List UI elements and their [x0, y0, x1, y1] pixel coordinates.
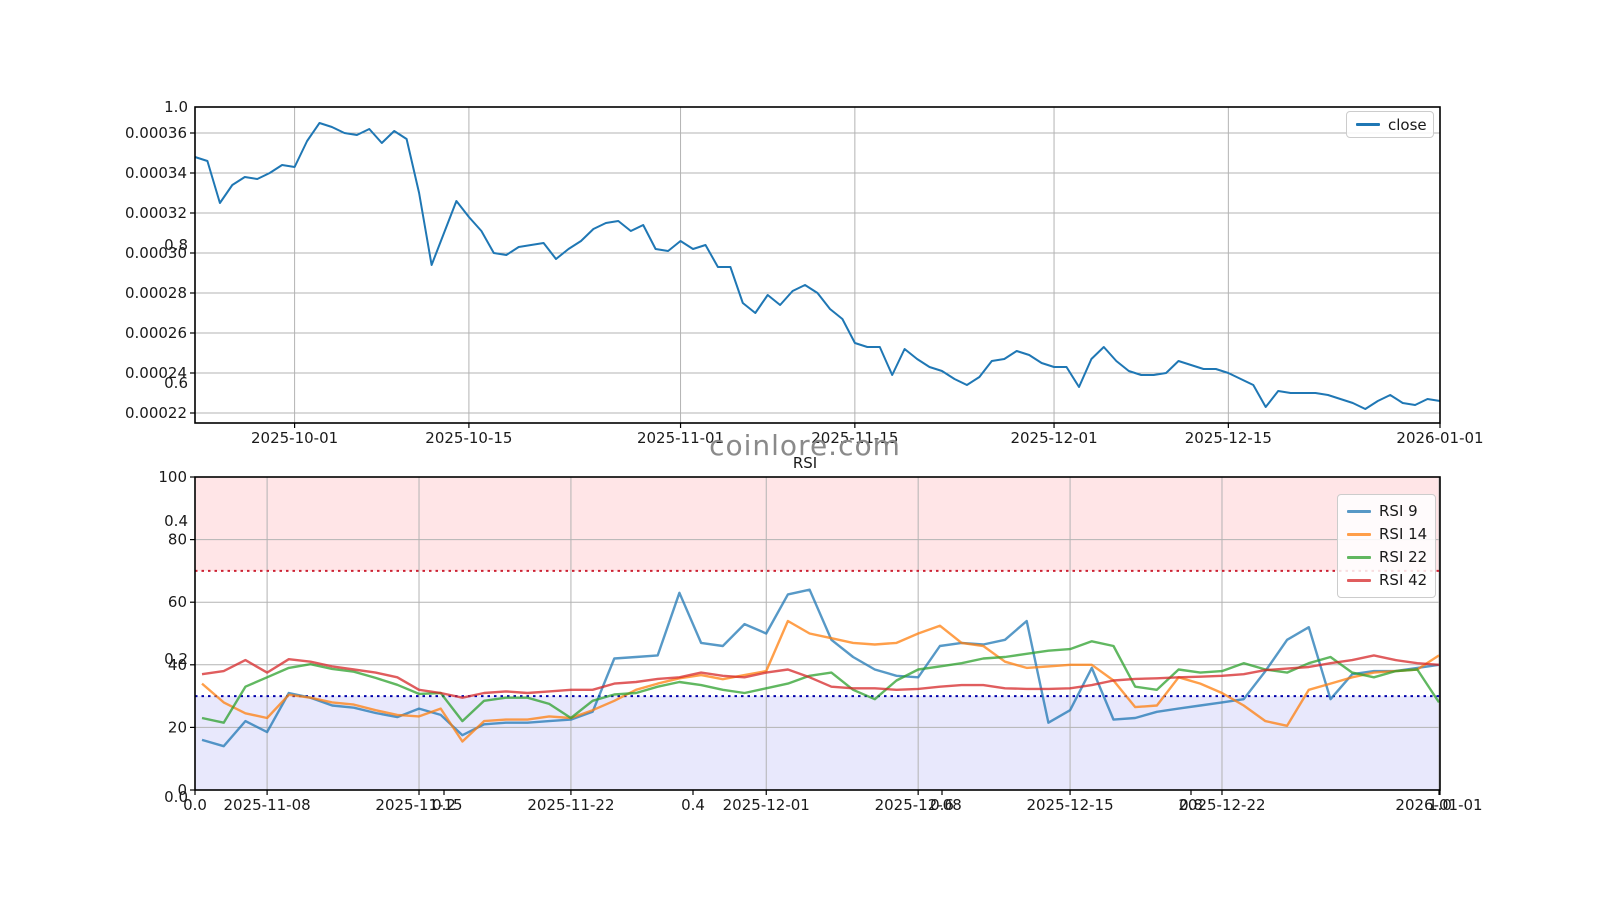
overlay-x-tick-label: 1.0: [1428, 796, 1452, 814]
rsi-overbought-band: [195, 477, 1440, 571]
overlay-x-tick-label: 0.8: [1179, 796, 1203, 814]
rsi-oversold-band: [195, 696, 1440, 790]
rsi-x-tick-label: 2025-12-15: [1026, 796, 1113, 814]
rsi-42-line-swatch: [1347, 578, 1371, 582]
legend-item-rsi-9: RSI 9: [1347, 502, 1426, 520]
overlay-x-tick-label: 0.4: [681, 796, 705, 814]
rsi-y-tick-label: 80: [168, 531, 187, 549]
rsi-line-rsi-14: [201, 619, 1440, 743]
legend-rsi-9-label: RSI 9: [1379, 502, 1418, 520]
legend-rsi: RSI 9 RSI 14 RSI 22 RSI 42: [1337, 494, 1436, 598]
price-x-tick-label: 2026-01-01: [1396, 429, 1483, 447]
price-y-tick-label: 0.00026: [125, 324, 187, 342]
overlay-y-tick-label: 0.6: [164, 374, 188, 392]
rsi-line-rsi-9: [201, 588, 1440, 748]
rsi-9-line-swatch: [1347, 509, 1371, 513]
overlay-y-tick-label: 0.4: [164, 512, 188, 530]
overlay-x-tick-label: 0.0: [183, 796, 207, 814]
price-x-tick-label: 2025-11-15: [811, 429, 898, 447]
price-x-tick-label: 2025-12-15: [1185, 429, 1272, 447]
legend-item-rsi-22: RSI 22: [1347, 548, 1428, 566]
rsi-x-tick-label: 2025-12-08: [875, 796, 962, 814]
rsi-14-line-swatch: [1347, 532, 1371, 536]
rsi-panel-title: RSI: [792, 454, 818, 472]
overlay-y-tick-label: 0.2: [164, 650, 188, 668]
price-y-tick-label: 0.00022: [125, 404, 187, 422]
rsi-axes-frame: [194, 476, 1441, 791]
legend-rsi-42-label: RSI 42: [1379, 571, 1428, 589]
legend-rsi-22-label: RSI 22: [1379, 548, 1428, 566]
rsi-x-tick-label: 2025-11-08: [224, 796, 311, 814]
rsi-y-tick-label: 0: [177, 781, 187, 799]
rsi-22-line-swatch: [1347, 555, 1371, 559]
rsi-y-tick-label: 100: [158, 468, 187, 486]
price-y-tick-label: 0.00030: [125, 244, 187, 262]
rsi-x-tick-label: 2026-01-01: [1395, 796, 1482, 814]
price-x-tick-label: 2025-12-01: [1010, 429, 1097, 447]
price-axes-frame: [194, 106, 1441, 424]
price-y-tick-label: 0.00036: [125, 124, 187, 142]
rsi-x-tick-label: 2025-12-22: [1178, 796, 1265, 814]
rsi-x-tick-label: 2025-11-22: [527, 796, 614, 814]
price-y-tick-label: 0.00034: [125, 164, 187, 182]
price-y-tick-label: 0.00032: [125, 204, 187, 222]
rsi-y-tick-label: 40: [168, 656, 187, 674]
price-x-tick-label: 2025-10-15: [425, 429, 512, 447]
overlay-y-tick-label: 0.0: [164, 788, 188, 806]
rsi-y-tick-label: 60: [168, 593, 187, 611]
legend-close-label: close: [1388, 115, 1427, 134]
close-line-swatch: [1356, 123, 1380, 126]
overlay-y-tick-label: 1.0: [164, 98, 188, 116]
price-x-tick-label: 2025-11-01: [637, 429, 724, 447]
overlay-y-tick-label: 0.8: [164, 236, 188, 254]
overlay-x-tick-label: 0.2: [432, 796, 456, 814]
price-y-tick-label: 0.00024: [125, 364, 187, 382]
rsi-line-rsi-22: [201, 640, 1441, 724]
rsi-x-tick-label: 2025-11-15: [375, 796, 462, 814]
watermark: coinlore.com: [709, 429, 901, 462]
legend-close: close: [1346, 111, 1434, 138]
rsi-line-rsi-42: [201, 654, 1440, 699]
legend-item-rsi-14: RSI 14: [1347, 525, 1428, 543]
overlay-x-tick-label: 0.6: [930, 796, 954, 814]
price-y-tick-label: 0.00028: [125, 284, 187, 302]
price-x-tick-label: 2025-10-01: [251, 429, 338, 447]
legend-item-rsi-42: RSI 42: [1347, 571, 1428, 589]
rsi-x-tick-label: 2025-12-01: [723, 796, 810, 814]
rsi-y-tick-label: 20: [168, 718, 187, 736]
price-close-line: [194, 122, 1441, 410]
legend-rsi-14-label: RSI 14: [1379, 525, 1428, 543]
